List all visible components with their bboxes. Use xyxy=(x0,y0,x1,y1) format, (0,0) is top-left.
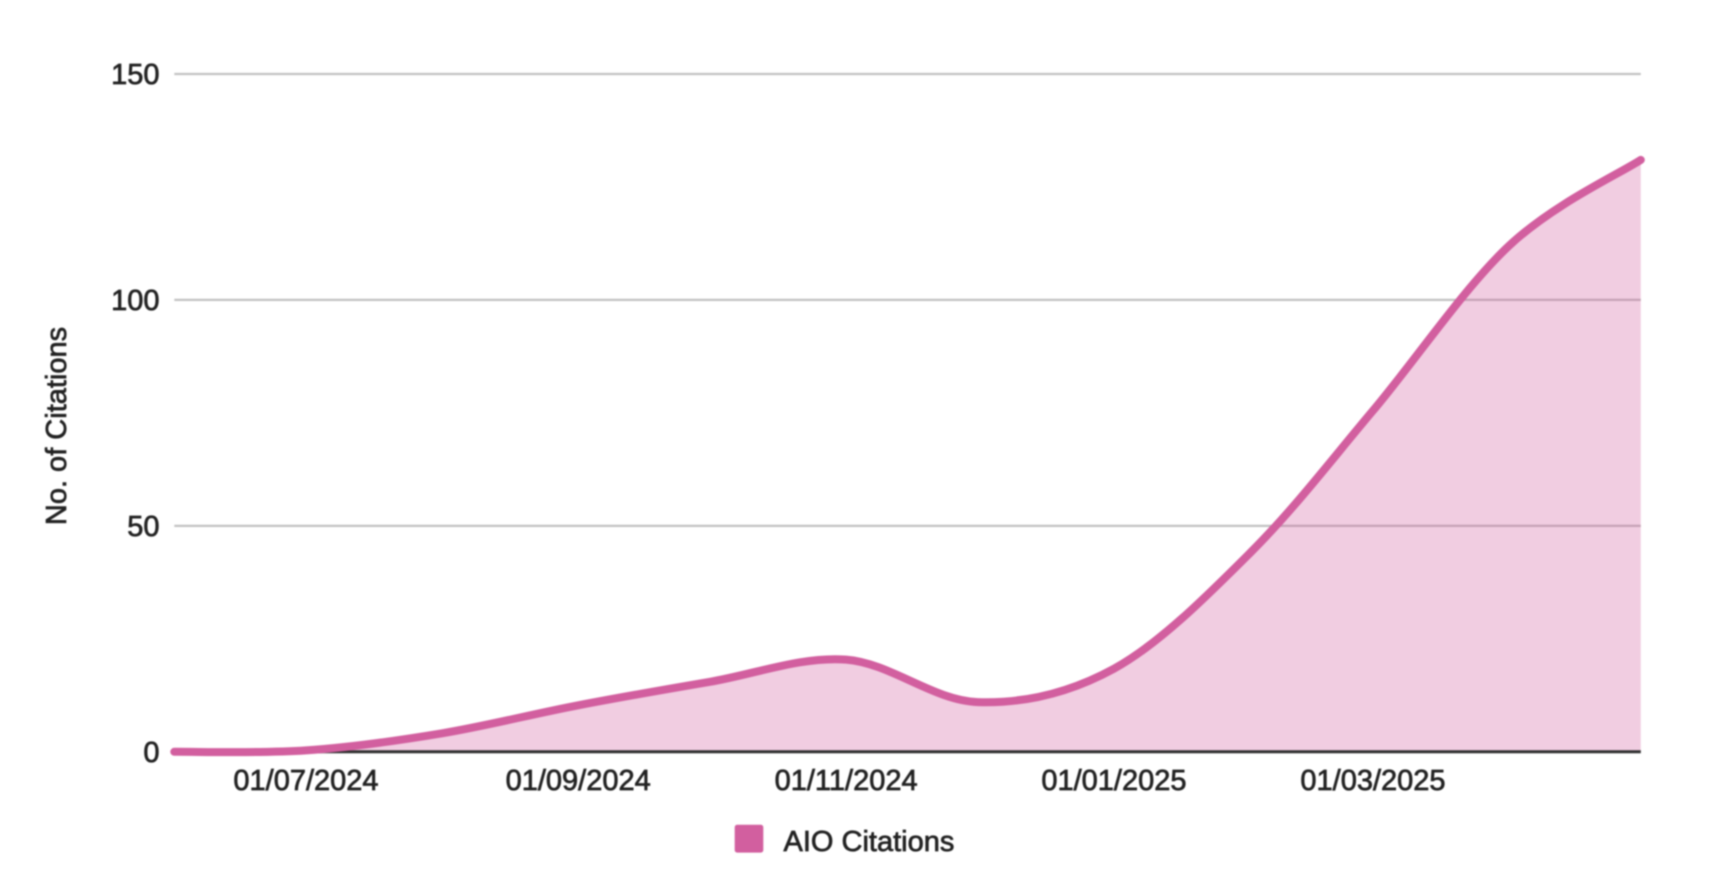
svg-text:100: 100 xyxy=(111,285,159,317)
svg-text:50: 50 xyxy=(127,511,159,543)
svg-text:AIO Citations: AIO Citations xyxy=(784,826,955,858)
svg-text:01/07/2024: 01/07/2024 xyxy=(233,765,378,797)
svg-text:150: 150 xyxy=(111,59,159,91)
svg-text:01/01/2025: 01/01/2025 xyxy=(1041,765,1186,797)
svg-text:01/03/2025: 01/03/2025 xyxy=(1300,765,1445,797)
svg-text:No. of Citations: No. of Citations xyxy=(41,327,73,525)
svg-text:0: 0 xyxy=(143,737,159,769)
svg-text:01/09/2024: 01/09/2024 xyxy=(506,765,651,797)
svg-text:01/11/2024: 01/11/2024 xyxy=(775,765,918,797)
